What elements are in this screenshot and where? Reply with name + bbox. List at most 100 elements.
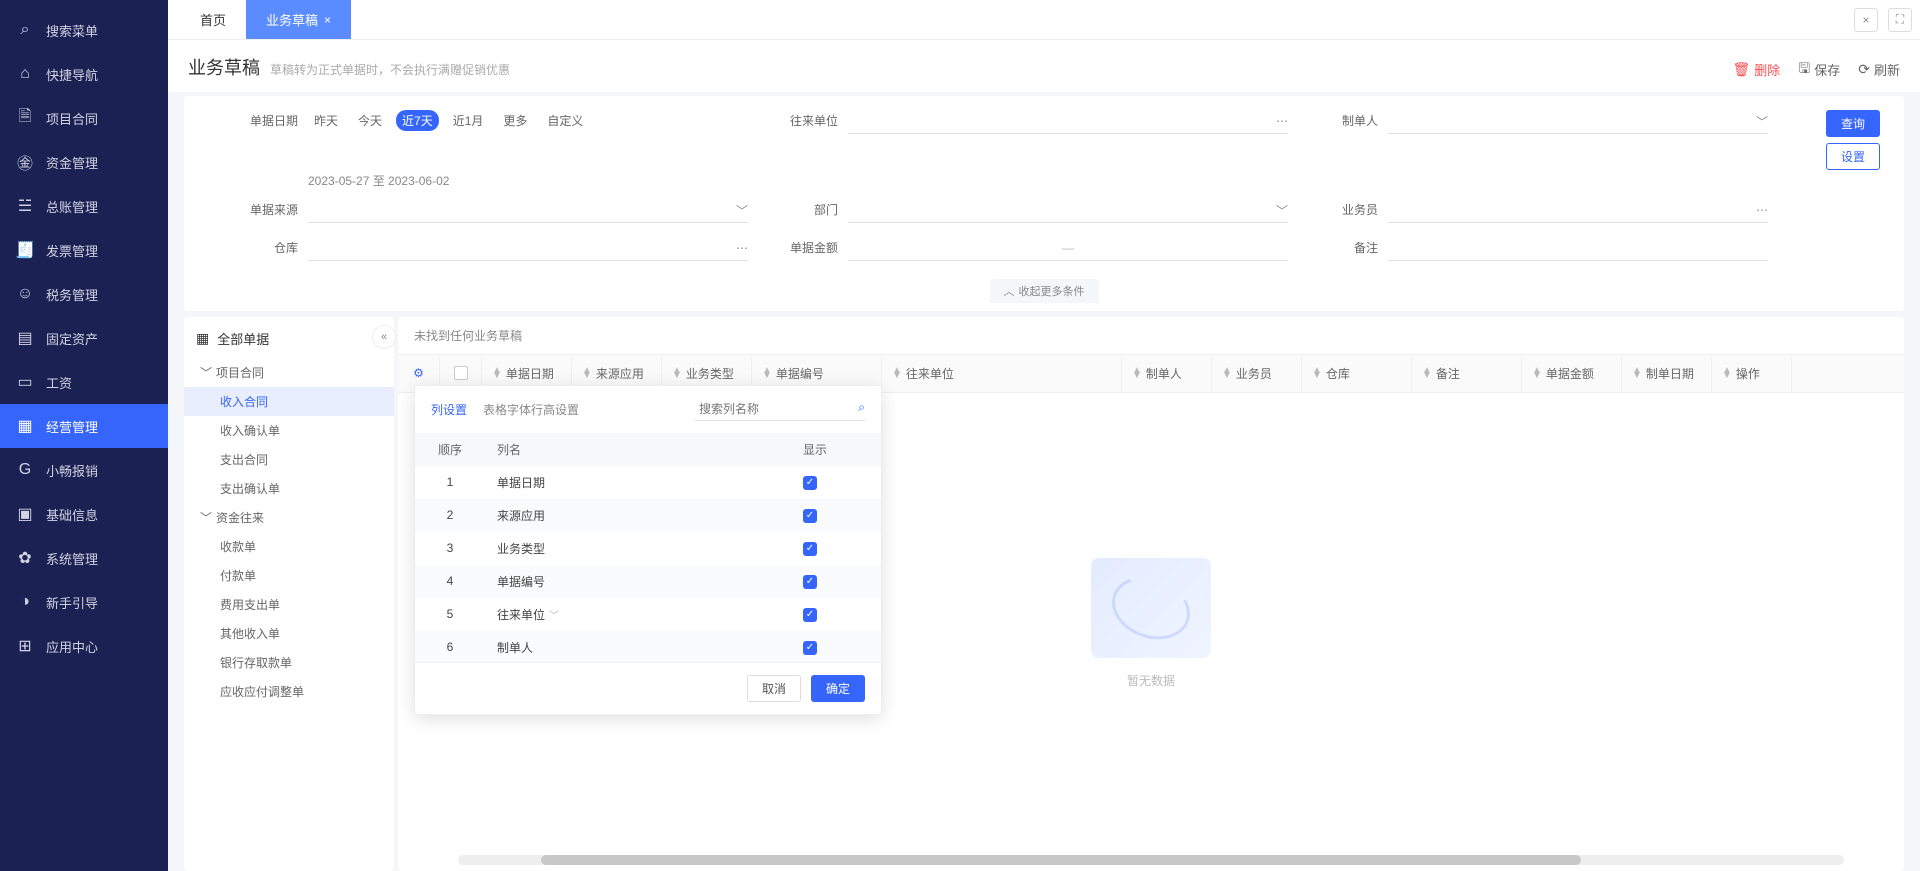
th-制单日期[interactable]: ▲▼制单日期 bbox=[1622, 355, 1712, 392]
clerk-select[interactable]: ⋯ bbox=[1388, 199, 1768, 223]
creator-select[interactable]: ﹀ bbox=[1388, 110, 1768, 134]
sidebar-item-operations[interactable]: ▦经营管理 bbox=[0, 404, 168, 448]
sidebar-item-funds[interactable]: ㊎资金管理 bbox=[0, 140, 168, 184]
tree-group-资金往来[interactable]: ﹀资金往来 bbox=[184, 503, 394, 532]
date-chip-近7天[interactable]: 近7天 bbox=[396, 110, 439, 131]
sidebar-item-system[interactable]: ✿系统管理 bbox=[0, 536, 168, 580]
save-button[interactable]: 🖫保存 bbox=[1798, 58, 1840, 82]
amount-input[interactable]: — bbox=[848, 237, 1288, 261]
colset-confirm-button[interactable]: 确定 bbox=[811, 675, 865, 702]
th-仓库[interactable]: ▲▼仓库 bbox=[1302, 355, 1412, 392]
search-icon: ⌕ bbox=[858, 400, 865, 415]
date-chip-自定义[interactable]: 自定义 bbox=[541, 110, 589, 131]
th-往来单位[interactable]: ▲▼往来单位 bbox=[882, 355, 1122, 392]
fullscreen-button[interactable]: ⛶ bbox=[1888, 8, 1912, 32]
warehouse-select[interactable]: ⋯ bbox=[308, 237, 748, 261]
partner-select[interactable]: ⋯ bbox=[848, 110, 1288, 134]
sidebar-item-label: 新手引导 bbox=[46, 593, 98, 612]
tree-group-text: 项目合同 bbox=[216, 364, 264, 381]
th-备注[interactable]: ▲▼备注 bbox=[1412, 355, 1522, 392]
tab-首页[interactable]: 首页 bbox=[180, 0, 246, 39]
sidebar-item-tax[interactable]: ☺税务管理 bbox=[0, 272, 168, 316]
colset-row-4[interactable]: 4 单据编号 ✓ bbox=[415, 565, 881, 598]
colset-search-input[interactable] bbox=[695, 398, 865, 421]
tree-collapse-button[interactable]: « bbox=[372, 325, 396, 349]
tree-leaf-应收应付调整单[interactable]: 应收应付调整单 bbox=[184, 677, 394, 706]
colset-visibility-checkbox[interactable]: ✓ bbox=[803, 509, 817, 523]
refresh-button[interactable]: ⟳刷新 bbox=[1858, 58, 1900, 82]
th-label: 操作 bbox=[1736, 365, 1760, 382]
tree-leaf-付款单[interactable]: 付款单 bbox=[184, 561, 394, 590]
colset-row-1[interactable]: 1 单据日期 ✓ bbox=[415, 466, 881, 499]
query-button[interactable]: 查询 bbox=[1826, 110, 1880, 137]
chevron-down-icon: ﹀ bbox=[200, 509, 212, 526]
date-chip-更多[interactable]: 更多 bbox=[497, 110, 533, 131]
colset-visibility-checkbox[interactable]: ✓ bbox=[803, 608, 817, 622]
sidebar-item-quicknav[interactable]: ⌂快捷导航 bbox=[0, 52, 168, 96]
sidebar-item-guide[interactable]: ◑新手引导 bbox=[0, 580, 168, 624]
tab-业务草稿[interactable]: 业务草稿× bbox=[246, 0, 351, 39]
tab-close-icon[interactable]: × bbox=[324, 13, 331, 27]
tab-close-all-button[interactable]: × bbox=[1854, 8, 1878, 32]
tree-leaf-费用支出单[interactable]: 费用支出单 bbox=[184, 590, 394, 619]
th-制单人[interactable]: ▲▼制单人 bbox=[1122, 355, 1212, 392]
sidebar-item-tax-icon: ☺ bbox=[16, 285, 34, 303]
colset-visibility-checkbox[interactable]: ✓ bbox=[803, 641, 817, 655]
colset-row-3[interactable]: 3 业务类型 ✓ bbox=[415, 532, 881, 565]
sort-icon: ▲▼ bbox=[1132, 368, 1142, 378]
collapse-filters-button[interactable]: ︿收起更多条件 bbox=[990, 279, 1099, 303]
sidebar-item-invoice[interactable]: 🧾发票管理 bbox=[0, 228, 168, 272]
sidebar-item-ledger[interactable]: ☱总账管理 bbox=[0, 184, 168, 228]
remark-input[interactable] bbox=[1388, 237, 1768, 261]
filter-warehouse-label: 仓库 bbox=[208, 237, 298, 256]
sidebar-item-assets[interactable]: ▤固定资产 bbox=[0, 316, 168, 360]
sidebar-item-basicinfo[interactable]: ▣基础信息 bbox=[0, 492, 168, 536]
th-单据金额[interactable]: ▲▼单据金额 bbox=[1522, 355, 1622, 392]
colset-tab-font[interactable]: 表格字体行高设置 bbox=[483, 401, 579, 418]
colset-order: 5 bbox=[415, 599, 485, 629]
colset-row-5[interactable]: 5 往来单位﹀ ✓ bbox=[415, 598, 881, 631]
sidebar-item-appcenter[interactable]: ⊞应用中心 bbox=[0, 624, 168, 668]
date-chip-今天[interactable]: 今天 bbox=[352, 110, 388, 131]
horizontal-scrollbar[interactable] bbox=[458, 855, 1844, 865]
source-select[interactable]: ﹀ bbox=[308, 199, 748, 223]
colset-cancel-button[interactable]: 取消 bbox=[747, 675, 801, 702]
tree-leaf-其他收入单[interactable]: 其他收入单 bbox=[184, 619, 394, 648]
date-chip-近1月[interactable]: 近1月 bbox=[447, 110, 490, 131]
delete-button[interactable]: 🗑删除 bbox=[1733, 58, 1781, 82]
sidebar-item-search[interactable]: ⌕搜索菜单 bbox=[0, 8, 168, 52]
tree-leaf-收款单[interactable]: 收款单 bbox=[184, 532, 394, 561]
sidebar-item-contract[interactable]: 🗎项目合同 bbox=[0, 96, 168, 140]
sidebar-item-label: 固定资产 bbox=[46, 329, 98, 348]
page-header: 业务草稿 草稿转为正式单据时，不会执行满赠促销优惠 🗑删除 🖫保存 ⟳刷新 bbox=[168, 40, 1920, 92]
tree-leaf-收入确认单[interactable]: 收入确认单 bbox=[184, 416, 394, 445]
sidebar-item-funds-icon: ㊎ bbox=[16, 153, 34, 171]
sidebar-item-salary-icon: ▭ bbox=[16, 373, 34, 391]
sidebar-item-contract-icon: 🗎 bbox=[16, 109, 34, 127]
tree-leaf-支出合同[interactable]: 支出合同 bbox=[184, 445, 394, 474]
colset-visibility-checkbox[interactable]: ✓ bbox=[803, 476, 817, 490]
th-业务员[interactable]: ▲▼业务员 bbox=[1212, 355, 1302, 392]
tab-label: 首页 bbox=[200, 10, 226, 29]
tree-header-label: 全部单据 bbox=[217, 329, 269, 348]
tree-leaf-银行存取款单[interactable]: 银行存取款单 bbox=[184, 648, 394, 677]
th-操作[interactable]: ▲▼操作 bbox=[1712, 355, 1792, 392]
colset-th-show: 显示 bbox=[791, 433, 881, 466]
filter-settings-button[interactable]: 设置 bbox=[1826, 143, 1880, 170]
main-area: 首页 业务草稿× × ⛶ 业务草稿 草稿转为正式单据时，不会执行满赠促销优惠 🗑删… bbox=[168, 0, 1920, 871]
colset-visibility-checkbox[interactable]: ✓ bbox=[803, 575, 817, 589]
sidebar-item-expense[interactable]: G小畅报销 bbox=[0, 448, 168, 492]
tree-group-项目合同[interactable]: ﹀项目合同 bbox=[184, 358, 394, 387]
dept-select[interactable]: ﹀ bbox=[848, 199, 1288, 223]
tree-leaf-支出确认单[interactable]: 支出确认单 bbox=[184, 474, 394, 503]
th-label: 制单日期 bbox=[1646, 365, 1694, 382]
colset-tab-columns[interactable]: 列设置 bbox=[431, 401, 467, 418]
colset-row-2[interactable]: 2 来源应用 ✓ bbox=[415, 499, 881, 532]
chevron-down-icon: ﹀ bbox=[736, 202, 748, 219]
colset-row-6[interactable]: 6 制单人 ✓ bbox=[415, 631, 881, 662]
date-chip-昨天[interactable]: 昨天 bbox=[308, 110, 344, 131]
tree-leaf-收入合同[interactable]: 收入合同 bbox=[184, 387, 394, 416]
colset-order: 4 bbox=[415, 566, 485, 596]
colset-visibility-checkbox[interactable]: ✓ bbox=[803, 542, 817, 556]
sidebar-item-salary[interactable]: ▭工资 bbox=[0, 360, 168, 404]
